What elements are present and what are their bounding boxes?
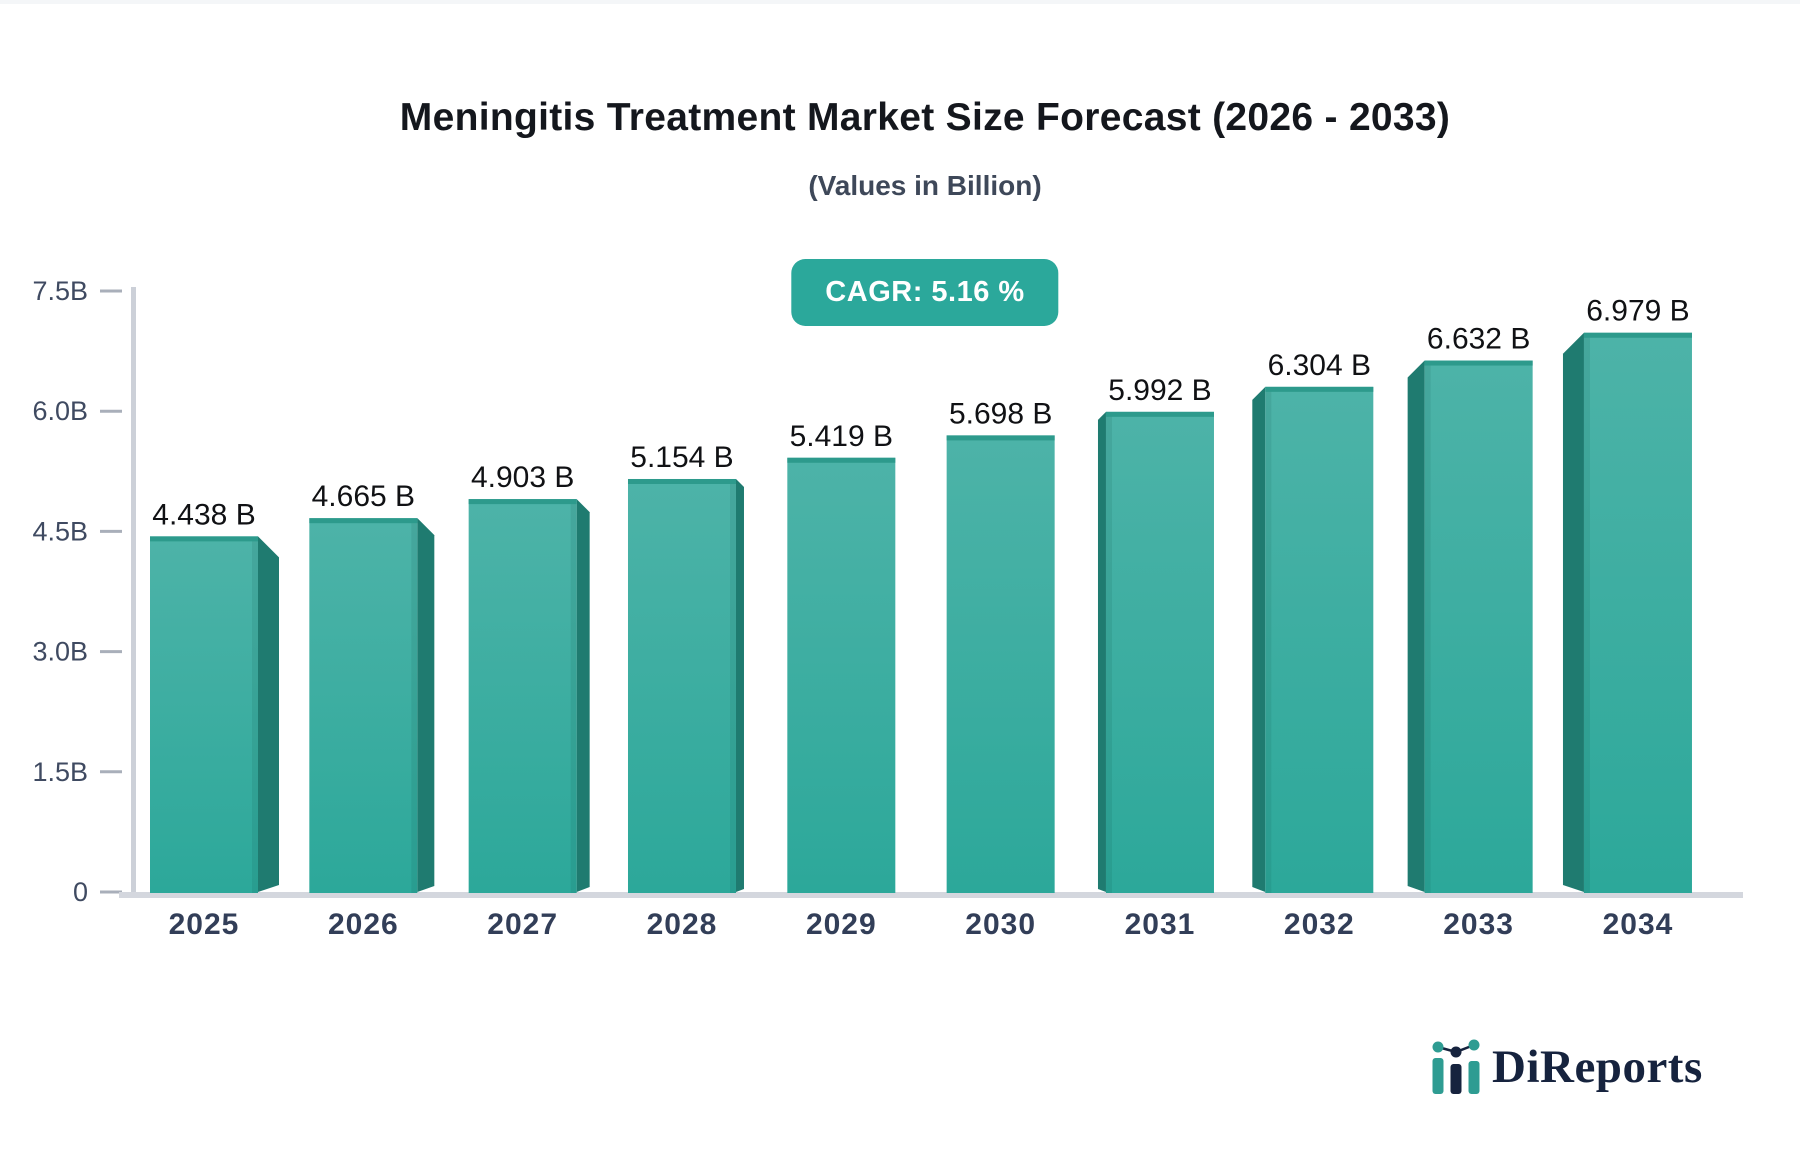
bar-2032: [1265, 386, 1374, 893]
bar-2025: [150, 536, 258, 893]
bar-value-label-2030: 5.698 B: [949, 397, 1052, 430]
bar-top-edge-2026: [309, 518, 418, 524]
bar-edge-shade-2034: [1583, 337, 1590, 893]
bar-2034: [1583, 332, 1692, 893]
x-axis-label-2033: 2033: [1443, 908, 1514, 941]
x-axis-label-2026: 2026: [328, 908, 399, 941]
bar-value-label-2028: 5.154 B: [630, 441, 733, 474]
y-axis-tick-label: 3.0B: [32, 637, 88, 667]
bar-edge-shade-2027: [570, 504, 577, 893]
chart-subtitle: (Values in Billion): [808, 170, 1042, 201]
bar-value-label-2029: 5.419 B: [790, 420, 893, 453]
bar-top-edge-2028: [627, 478, 736, 484]
bar-value-label-2026: 4.665 B: [312, 480, 415, 513]
bar-2030: [946, 435, 1055, 893]
bar-2026: [309, 518, 418, 893]
bar-top-edge-2031: [1105, 411, 1214, 417]
bar-top-edge-2025: [150, 536, 258, 542]
bar-value-label-2031: 5.992 B: [1108, 374, 1211, 407]
bar-edge-shade-2032: [1265, 391, 1272, 893]
bar-value-label-2032: 6.304 B: [1268, 349, 1371, 382]
direports-logo-text: DiReports: [1492, 1041, 1703, 1093]
bar-2029: [787, 457, 896, 893]
bar-2027: [468, 499, 577, 893]
bar-chart: 0 1.5B 3.0B 4.5B 6.0B 7.5B 4.438 B 2025 4.665 B 2…: [32, 276, 1743, 941]
bar-side-2034: [1562, 332, 1584, 892]
bar-value-label-2034: 6.979 B: [1586, 295, 1689, 328]
y-axis-tick-label: 1.5B: [32, 757, 88, 787]
bar-top-edge-2030: [946, 435, 1055, 441]
bar-top-edge-2029: [787, 457, 896, 463]
bar-edge-shade-2031: [1105, 416, 1112, 893]
bar-edge-shade-2026: [411, 523, 418, 893]
bar-edge-shade-2028: [729, 483, 736, 893]
direports-logo: DiReports: [1430, 1036, 1703, 1094]
bar-value-label-2025: 4.438 B: [152, 498, 255, 531]
bar-top-edge-2034: [1583, 332, 1692, 338]
x-axis-label-2029: 2029: [806, 908, 877, 941]
bar-2031: [1105, 411, 1214, 893]
bar-top-edge-2033: [1424, 360, 1533, 366]
bar-side-2026: [417, 518, 435, 892]
chart-title: Meningitis Treatment Market Size Forecas…: [399, 96, 1451, 139]
bar-2033: [1424, 360, 1533, 893]
x-axis-label-2032: 2032: [1284, 908, 1355, 941]
bar-side-2031: [1097, 411, 1106, 892]
x-axis-label-2027: 2027: [487, 908, 558, 941]
cagr-badge: CAGR: 5.16 %: [791, 259, 1059, 326]
bar-side-2027: [576, 499, 590, 892]
y-axis-line: [131, 287, 136, 892]
bar-side-2025: [258, 536, 279, 892]
bar-edge-shade-2033: [1424, 365, 1431, 893]
bar-top-edge-2032: [1265, 386, 1374, 392]
x-axis-label-2034: 2034: [1603, 908, 1674, 941]
bar-edge-shade-2025: [252, 541, 258, 893]
bar-value-label-2027: 4.903 B: [471, 461, 574, 494]
direports-logo-icon: [1432, 1039, 1480, 1094]
x-axis-label-2028: 2028: [647, 908, 718, 941]
x-axis-label-2025: 2025: [169, 908, 240, 941]
bar-2028: [627, 478, 736, 893]
x-axis-label-2030: 2030: [965, 908, 1036, 941]
y-axis-tick-label: 6.0B: [32, 396, 88, 426]
bar-value-label-2033: 6.632 B: [1427, 323, 1530, 356]
x-axis-baseline: [119, 892, 1743, 898]
y-axis-tick-label: 7.5B: [32, 276, 88, 306]
bar-side-2028: [735, 478, 744, 892]
bar-side-2033: [1407, 360, 1425, 892]
bar-top-edge-2027: [468, 499, 577, 505]
x-axis-label-2031: 2031: [1125, 908, 1196, 941]
bar-side-2032: [1252, 386, 1266, 892]
y-axis-tick-label: 4.5B: [32, 516, 88, 546]
y-axis-tick-label: 0: [73, 877, 88, 907]
